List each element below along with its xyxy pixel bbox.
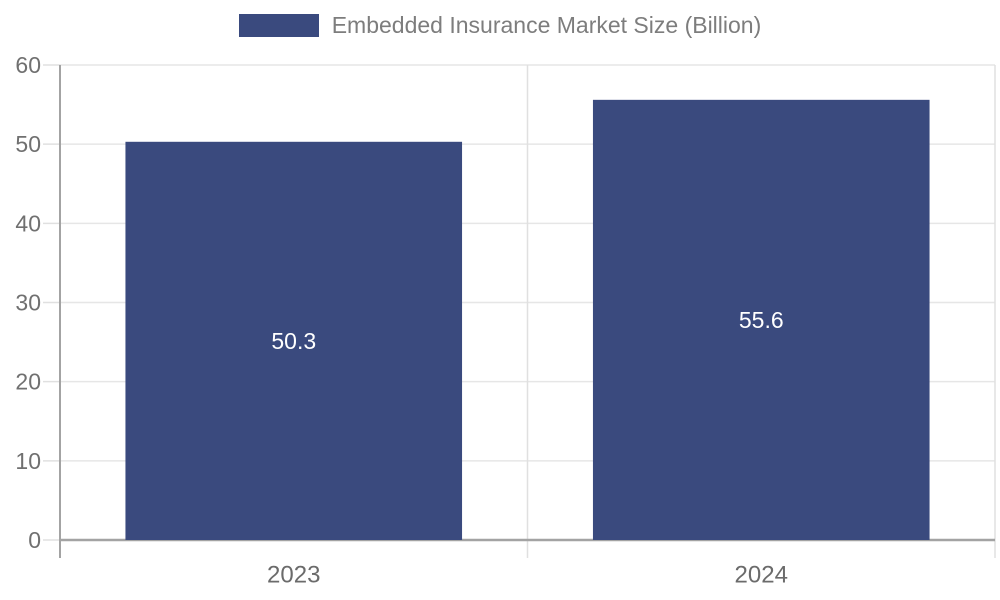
bar-2023 [125, 141, 463, 540]
y-tick-label: 30 [15, 290, 41, 316]
bar-value-label: 50.3 [271, 328, 316, 354]
y-tick-label: 10 [15, 448, 41, 474]
y-tick-label: 20 [15, 369, 41, 395]
y-tick-label: 40 [15, 210, 41, 236]
x-tick-label: 2023 [267, 562, 320, 589]
bar-2024 [592, 99, 930, 540]
y-tick-label: 50 [15, 131, 41, 157]
x-tick-label: 2024 [735, 562, 788, 589]
bar-value-label: 55.6 [739, 307, 784, 333]
y-tick-label: 60 [15, 52, 41, 78]
y-tick-label: 0 [28, 527, 41, 553]
